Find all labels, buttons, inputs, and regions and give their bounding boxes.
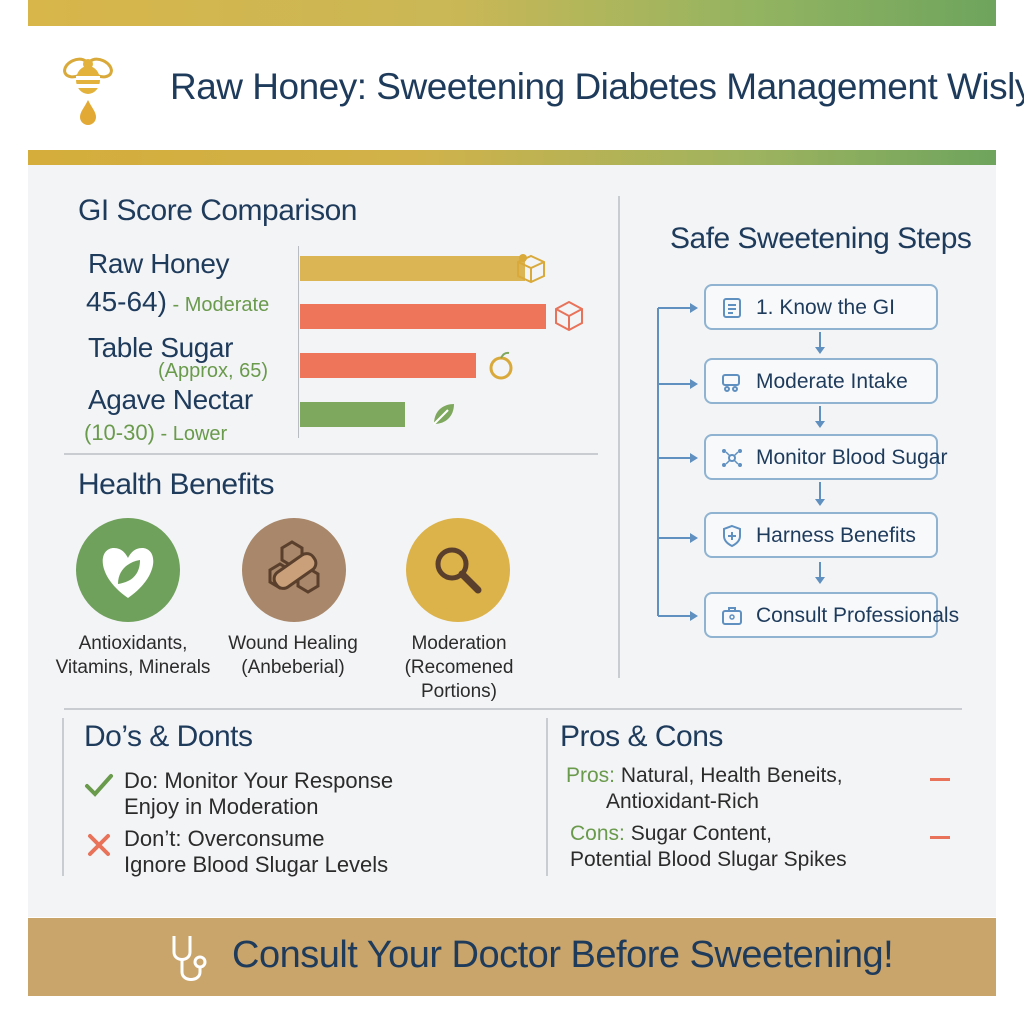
gi-label-raw-honey: Raw Honey	[88, 248, 230, 279]
fruit-icon	[489, 351, 513, 380]
top-decorative-stripe	[28, 0, 996, 26]
bandage-honeycomb-icon	[268, 540, 320, 594]
bottom-middle-border	[546, 718, 548, 876]
cons-line-1: Cons: Sugar Content,	[570, 822, 772, 845]
dont-line-1: Don’t: Overconsume	[124, 826, 325, 851]
bee-honey-drop-icon	[63, 57, 113, 125]
bottom-left-border	[62, 718, 64, 876]
gi-bar-3	[300, 353, 476, 378]
cons-line-2: Potential Blood Slugar Spikes	[570, 848, 847, 871]
footer-text: Consult Your Doctor Before Sweetening!	[232, 934, 894, 976]
bottom-divider	[64, 708, 962, 710]
benefit-text-moderation: Moderation (Recomened Portions)	[404, 633, 514, 702]
do-line-1: Do: Monitor Your Response	[124, 768, 394, 793]
document-icon	[723, 298, 741, 318]
footer-banner: Consult Your Doctor Before Sweetening!	[28, 918, 996, 996]
gi-label-agave-nectar: Agave Nectar	[88, 384, 253, 415]
step-know-gi[interactable]: 1. Know the GI	[704, 284, 938, 330]
step-monitor-blood-sugar[interactable]: Monitor Blood Sugar	[704, 434, 947, 480]
step-consult-professionals[interactable]: Consult Professionals	[704, 592, 959, 638]
cross-icon	[88, 834, 110, 856]
header-divider-stripe	[28, 150, 996, 165]
step-label: Moderate Intake	[756, 370, 908, 393]
dont-line-2: Ignore Blood Slugar Levels	[124, 852, 389, 877]
benefit-circle-wound-healing	[242, 518, 346, 622]
pros-line-2: Antioxidant-Rich	[606, 790, 759, 813]
gi-section-title: GI Score Comparison	[78, 194, 357, 227]
step-harness-benefits[interactable]: Harness Benefits	[704, 512, 938, 558]
step-label: Harness Benefits	[756, 524, 916, 547]
gi-bar-1	[300, 256, 525, 281]
cons-dash	[930, 836, 950, 839]
step-label: Monitor Blood Sugar	[756, 446, 948, 469]
header: Raw Honey: Sweetening Diabetes Managemen…	[28, 26, 1024, 150]
gi-bar-2	[300, 304, 546, 329]
network-icon	[722, 449, 742, 467]
dos-donts-title: Do’s & Donts	[84, 720, 253, 753]
shield-plus-icon	[723, 524, 741, 548]
page-title: Raw Honey: Sweetening Diabetes Managemen…	[170, 66, 1024, 107]
scale-icon	[722, 374, 740, 392]
heart-leaf-icon	[102, 548, 154, 598]
magnifier-icon	[435, 547, 482, 594]
benefit-circle-moderation	[406, 518, 510, 622]
stethoscope-icon	[172, 936, 207, 981]
gi-bar-4	[300, 402, 405, 427]
step-label: Consult Professionals	[756, 604, 960, 627]
benefits-section-title: Health Benefits	[78, 468, 274, 501]
check-icon	[85, 774, 113, 797]
briefcase-icon	[722, 607, 742, 625]
gi-note-table-sugar: (Approx, 65)	[158, 360, 269, 382]
benefit-text-antioxidants: Antioxidants, Vitamins, Minerals	[55, 633, 211, 678]
vertical-divider	[618, 196, 620, 678]
gi-range-agave: (10-30) - Lower	[84, 420, 228, 445]
steps-connector-lines	[657, 303, 825, 621]
pros-cons-title: Pros & Cons	[560, 720, 723, 753]
gi-label-table-sugar: Table Sugar	[88, 332, 234, 363]
chart-axis	[298, 246, 299, 438]
gi-divider	[64, 453, 598, 455]
step-label: 1. Know the GI	[756, 296, 895, 319]
pros-dash	[930, 778, 950, 781]
pros-line-1: Pros: Natural, Health Beneits,	[566, 764, 843, 787]
step-moderate-intake[interactable]: Moderate Intake	[704, 358, 938, 404]
sugar-cube-icon	[555, 300, 583, 332]
benefit-circle-antioxidants	[76, 518, 180, 622]
do-line-2: Enjoy in Moderation	[124, 794, 319, 819]
gi-range-raw-honey: 45-64) - Moderate	[86, 286, 270, 317]
steps-section-title: Safe Sweetening Steps	[670, 222, 972, 255]
benefit-text-wound-healing: Wound Healing (Anbeberial)	[228, 633, 358, 678]
leaf-icon	[433, 404, 454, 425]
honeycomb-cube-icon	[517, 254, 545, 284]
